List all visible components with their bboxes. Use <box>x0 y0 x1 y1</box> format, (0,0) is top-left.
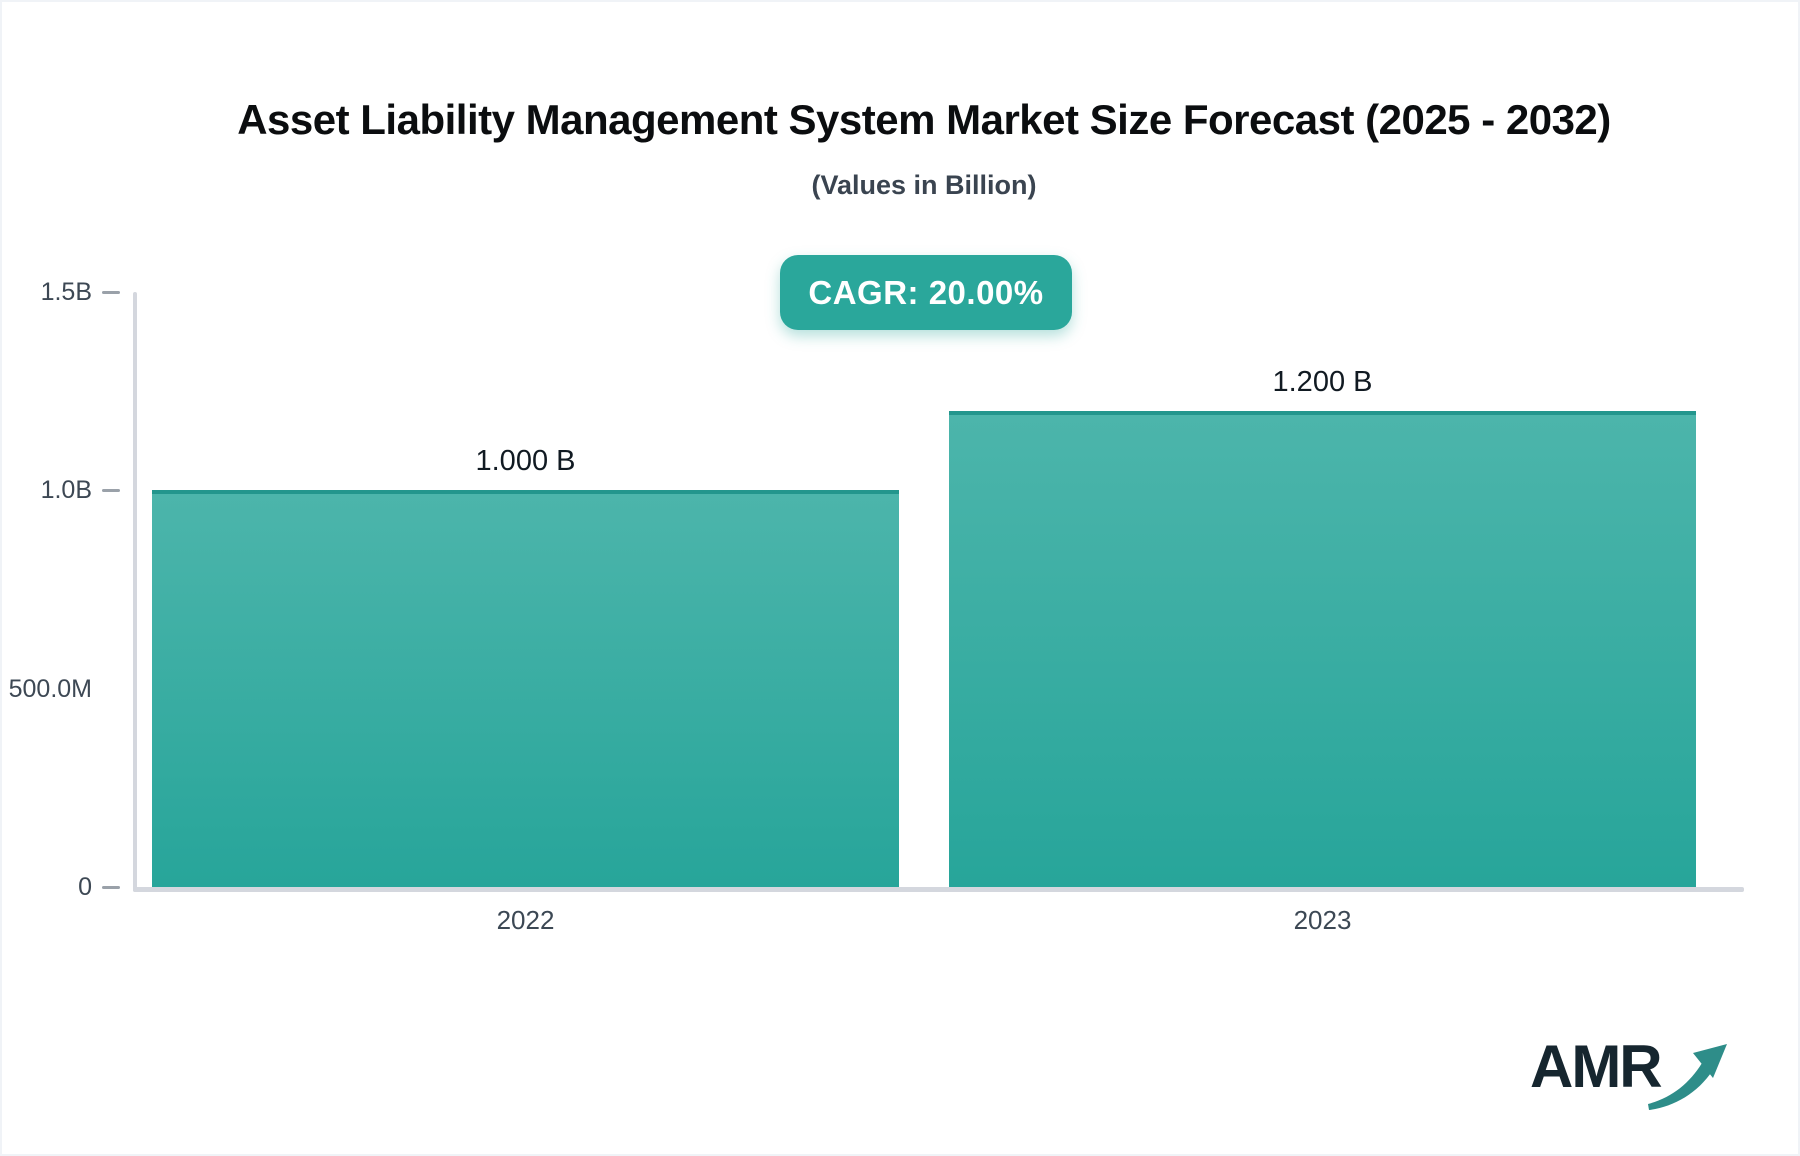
y-tick-label: 0 <box>78 873 92 901</box>
chart-title: Asset Liability Management System Market… <box>237 96 1611 143</box>
chart-subtitle: (Values in Billion) <box>811 170 1037 200</box>
bar-2023 <box>949 411 1696 887</box>
bar-value-label: 1.200 B <box>1272 366 1373 398</box>
bar-2022 <box>152 490 899 887</box>
cagr-badge: CAGR: 20.00% <box>780 255 1072 330</box>
amr-logo-text: AMR <box>1530 1033 1663 1100</box>
y-tick-label: 500.0M <box>8 674 92 703</box>
amr-logo: AMR <box>1530 1032 1733 1118</box>
amr-logo-arrow-icon <box>1647 1044 1727 1110</box>
y-tick-label: 1.5B <box>40 278 92 306</box>
y-tick-label: 1.0B <box>40 476 92 505</box>
y-tick-mark <box>102 885 120 889</box>
y-tick-mark <box>102 290 120 294</box>
y-tick-mark <box>102 488 120 492</box>
x-axis-label: 2023 <box>1293 905 1352 935</box>
cagr-badge-label: CAGR: 20.00% <box>808 273 1044 311</box>
x-axis-line <box>133 887 1744 892</box>
bar-value-label: 1.000 B <box>475 445 576 478</box>
y-axis-line <box>133 292 137 892</box>
x-axis-label: 2022 <box>496 905 555 935</box>
